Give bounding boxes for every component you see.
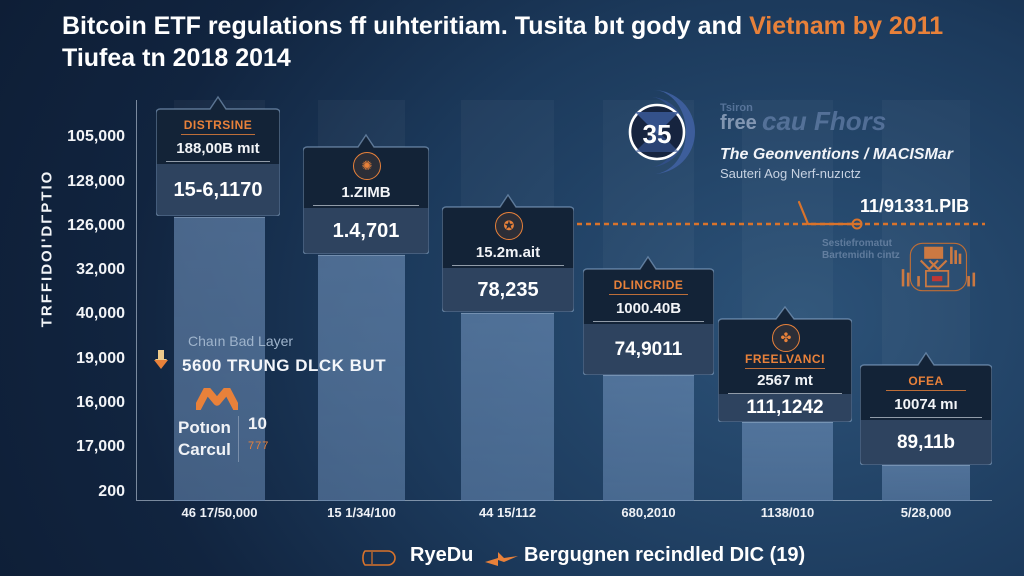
svg-text:35: 35 — [643, 119, 672, 149]
